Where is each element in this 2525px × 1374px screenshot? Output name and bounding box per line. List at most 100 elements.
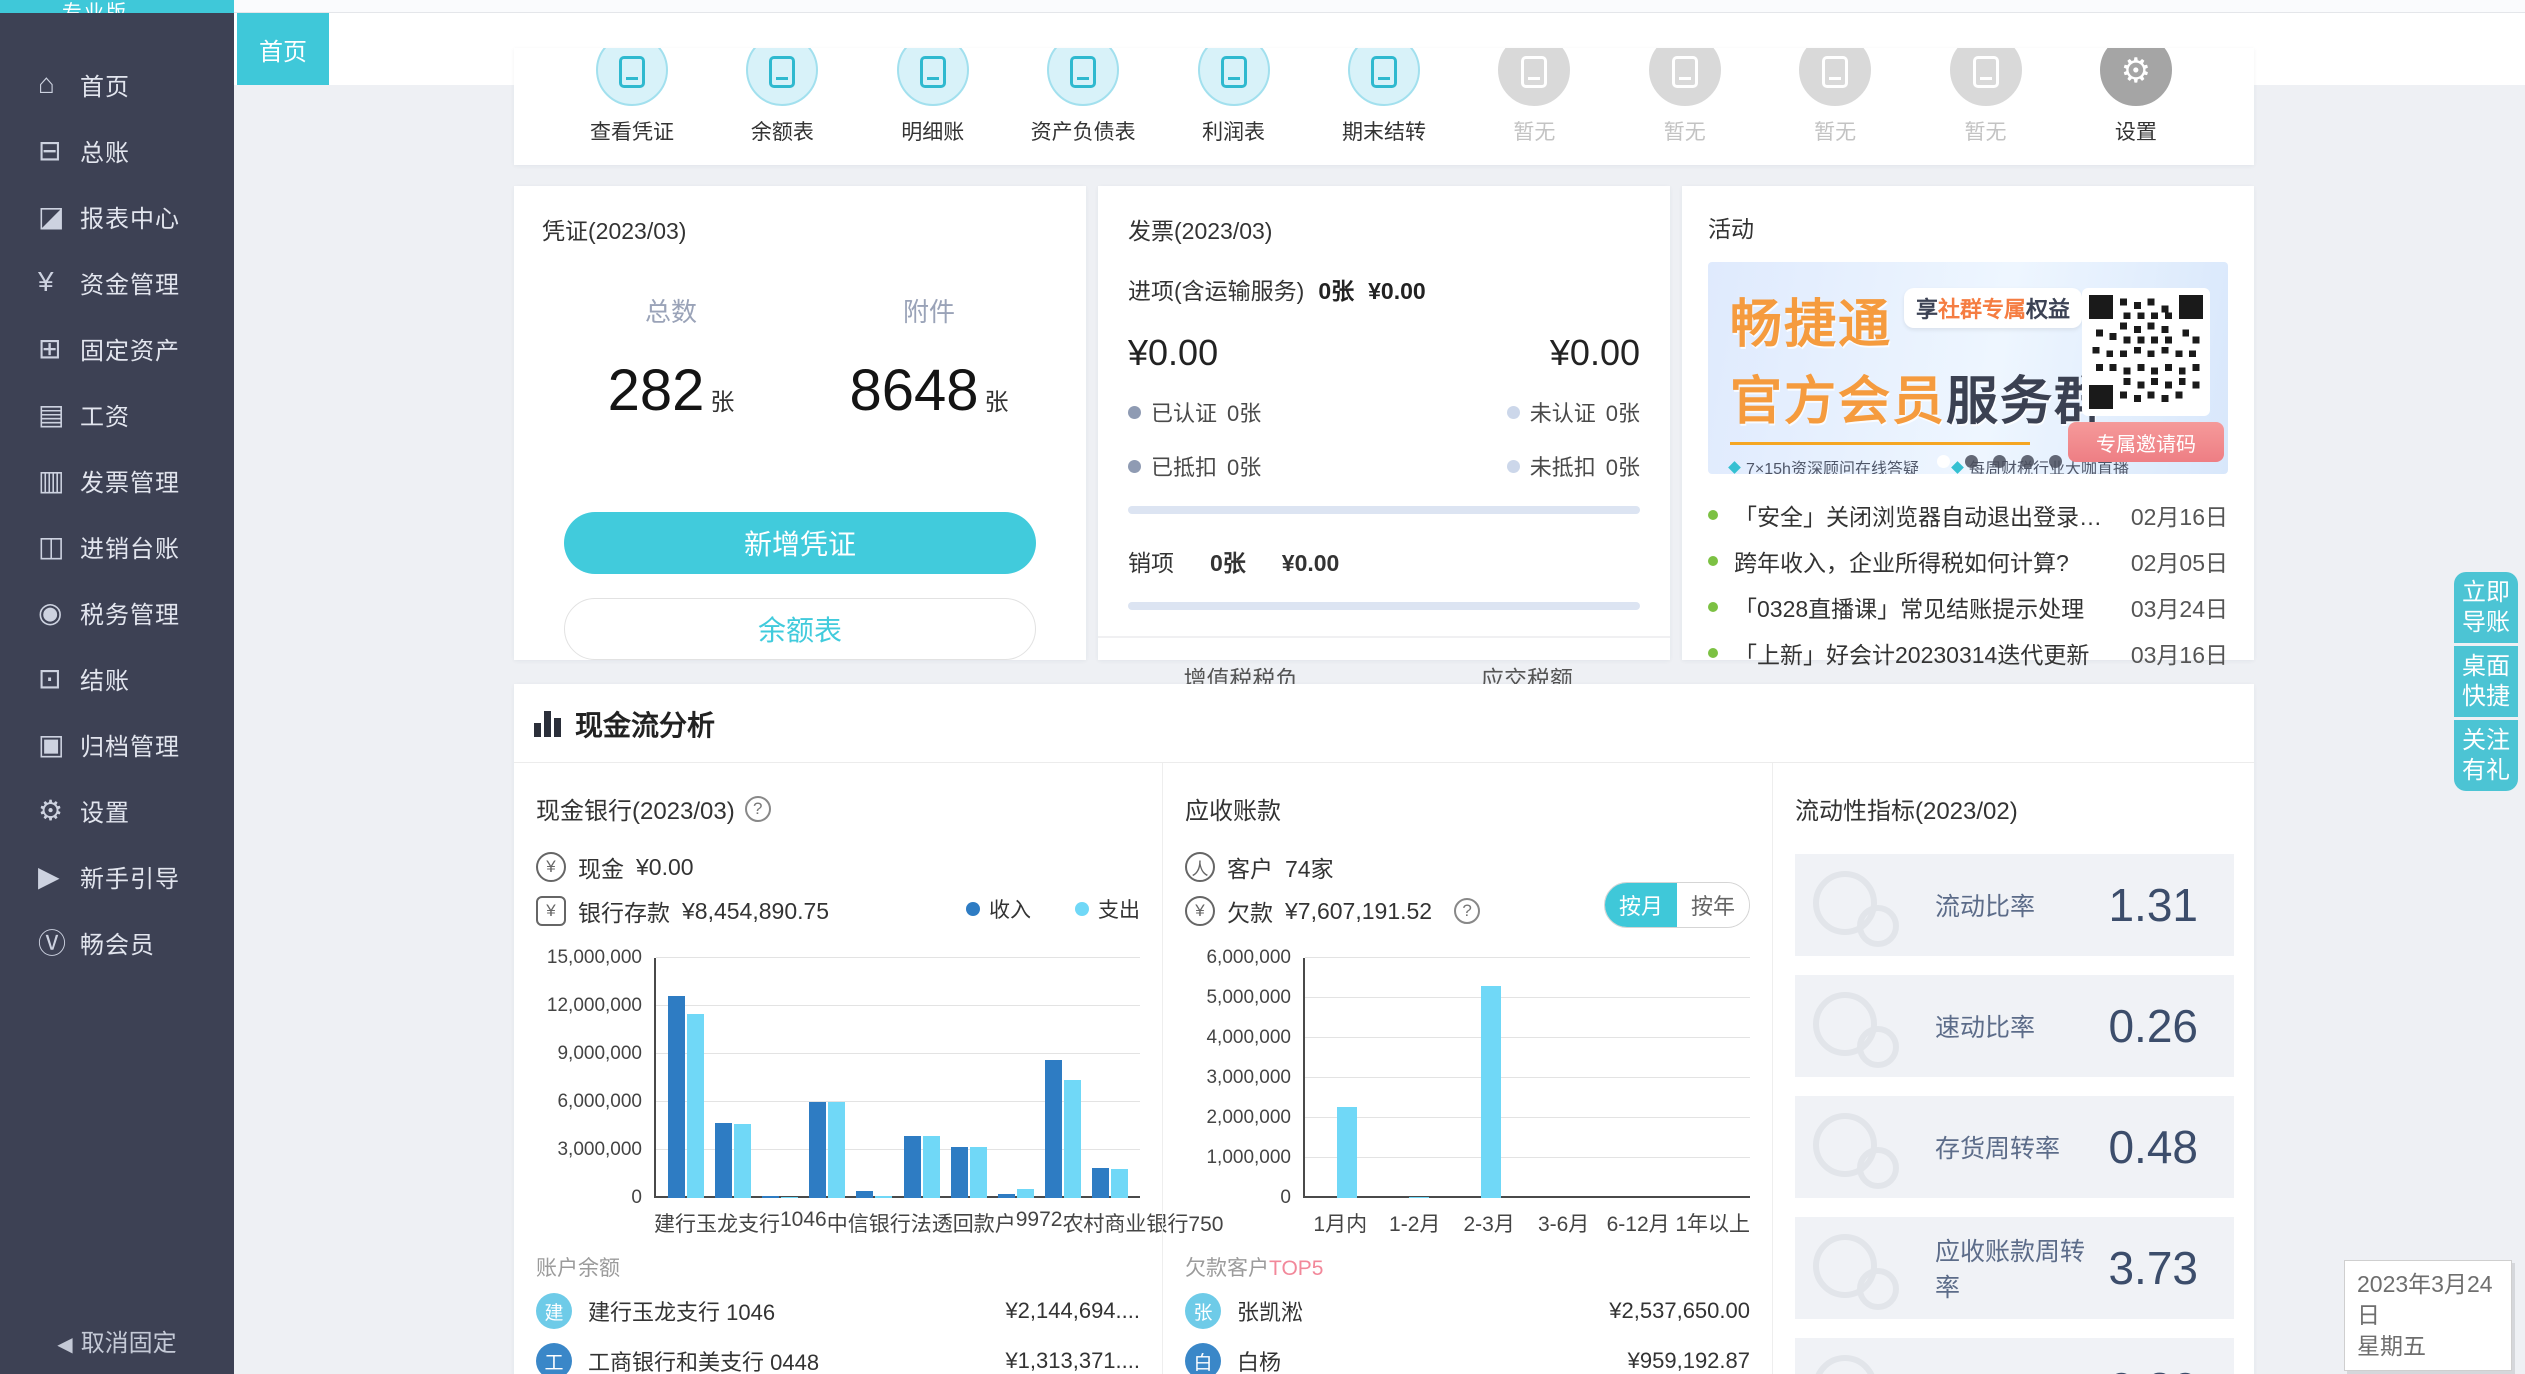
top-bar	[234, 0, 2525, 13]
banner-feature: 7×15h资深顾问在线答疑	[1728, 455, 1945, 474]
bank-avatar: 工	[536, 1343, 572, 1374]
archive-icon: ▣	[38, 728, 65, 760]
news-item[interactable]: 「上新」好会计20230314迭代更新 03月16日	[1708, 630, 2228, 676]
quick-item-view-voucher[interactable]: 查看凭证	[562, 48, 702, 165]
divider	[514, 762, 2254, 763]
bank-avatar: 建	[536, 1293, 572, 1329]
gridline	[656, 1149, 1140, 1150]
quick-item-income-statement[interactable]: 利润表	[1164, 48, 1304, 165]
money-bag-icon: ¥	[38, 266, 54, 297]
receivable-column: 应收账款 人客户 74家 ¥ 欠款 ¥7,607,191.52? 按月 按年 0 1,0…	[1162, 763, 1772, 1374]
y-axis: 0 1,000,000 2,000,000 3,000,000 4,000,000 5,0…	[1185, 947, 1303, 1208]
quick-item-period-end-closing[interactable]: 期末结转	[1314, 48, 1454, 165]
bar-支出	[686, 1014, 704, 1198]
bar-收入	[856, 1190, 874, 1198]
income-statement-icon	[1197, 48, 1270, 106]
desktop-shortcut-button[interactable]: 桌面快捷	[2454, 646, 2518, 717]
y-tick-label: 5,000,000	[1206, 987, 1291, 1008]
cash-value: ¥0.00	[636, 853, 694, 880]
current-ratio-icon	[1795, 865, 1935, 947]
y-axis: 0 3,000,000 6,000,000 9,000,000 12,000,000 15…	[536, 947, 654, 1208]
carousel-dot-active[interactable]	[1936, 455, 1950, 468]
quick-item-detail-ledger[interactable]: 明细账	[863, 48, 1003, 165]
carousel-dot[interactable]	[1992, 455, 2006, 468]
green-dot-icon	[1708, 556, 1718, 566]
carousel-dot[interactable]	[2048, 455, 2062, 468]
sidebar-item-home[interactable]: ⌂ 首页	[38, 68, 130, 101]
green-dot-icon	[1708, 648, 1718, 658]
quick-action-bar: 查看凭证 余额表 明细账 资产负债表 利润表 期末结转 暂无 暂无 暂无 暂无 …	[514, 48, 2254, 165]
sidebar-item-funds-management[interactable]: ¥ 资金管理	[38, 266, 180, 299]
sidebar-item-tax-management[interactable]: ◉ 税务管理	[38, 596, 180, 629]
banner-badge: 享社群专属权益	[1904, 288, 2083, 328]
gridline	[1305, 957, 1750, 958]
tooltip-date: 2023年3月24日	[2357, 1271, 2493, 1328]
bar	[1337, 1106, 1358, 1198]
cash-bank-title: 现金银行(2023/03)	[536, 798, 735, 825]
sidebar-item-settings[interactable]: ⚙ 设置	[38, 794, 130, 827]
x-tick-label: 3-6月	[1537, 1213, 1590, 1236]
receivable-turnover-icon	[1795, 1228, 1935, 1310]
quick-item-empty-2: 暂无	[1615, 48, 1755, 165]
sidebar-item-purchase-sales-ledger[interactable]: ◫ 进销台账	[38, 530, 180, 563]
quick-item-balance-sheet[interactable]: 资产负债表	[1013, 48, 1153, 165]
news-item[interactable]: 「安全」关闭浏览器自动退出登录状态 02月16日	[1708, 492, 2228, 538]
sidebar-item-report-center[interactable]: ◪ 报表中心	[38, 200, 180, 233]
carousel-dots[interactable]	[1936, 455, 2062, 468]
inventory-turnover-icon	[1795, 1107, 1935, 1189]
sidebar-item-payroll[interactable]: ▤ 工资	[38, 398, 130, 431]
y-tick-label: 6,000,000	[557, 1091, 642, 1112]
news-item[interactable]: 「0328直播课」常见结账提示处理 03月24日	[1708, 584, 2228, 630]
invoice-card: 发票(2023/03) 进项(含运输服务) 0张 ¥0.00 ¥0.00 ¥0.…	[1098, 186, 1670, 764]
x-tick-label: 1月内	[1313, 1213, 1368, 1236]
sidebar-item-archive-management[interactable]: ▣ 归档管理	[38, 728, 180, 761]
add-voucher-button[interactable]: 新增凭证	[564, 512, 1036, 574]
bar-slot	[1672, 958, 1744, 1198]
account-row[interactable]: 工 工商银行和美支行 0448 ¥1,313,371....	[536, 1340, 1140, 1374]
follow-gift-button[interactable]: 关注有礼	[2454, 720, 2518, 791]
gridline	[1305, 1037, 1750, 1039]
help-icon[interactable]: ?	[744, 795, 771, 822]
sidebar-item-fixed-assets[interactable]: ⊞ 固定资产	[38, 332, 180, 365]
y-tick-label: 6,000,000	[1206, 947, 1291, 968]
sidebar-item-beginner-guide[interactable]: ▶ 新手引导	[38, 860, 180, 893]
carousel-dot[interactable]	[1964, 455, 1978, 468]
balance-table-button[interactable]: 余额表	[564, 598, 1036, 660]
liquidity-row-inventory-turnover: 存货周转率 0.48	[1795, 1096, 2234, 1198]
x-tick-label: 农村商业银行750	[1062, 1213, 1224, 1236]
empty-slot-icon	[1949, 48, 2022, 106]
sidebar-item-closing[interactable]: ⊡ 结账	[38, 662, 130, 695]
y-tick-label: 0	[1280, 1187, 1291, 1208]
toggle-by-year[interactable]: 按年	[1677, 883, 1749, 927]
carousel-dot[interactable]	[2020, 455, 2034, 468]
quick-item-settings[interactable]: ⚙ 设置	[2066, 48, 2206, 165]
green-dot-icon	[1708, 602, 1718, 612]
import-now-button[interactable]: 立即导账	[2454, 572, 2518, 643]
tab-home[interactable]: 首页	[237, 13, 329, 85]
sidebar-item-general-ledger[interactable]: ⊟ 总账	[38, 134, 130, 167]
sidebar-item-invoice-management[interactable]: ▥ 发票管理	[38, 464, 180, 497]
promo-banner[interactable]: 畅捷通 享社群专属权益 官方会员服务群 7×15h资深顾问在线答疑 每周财税行业…	[1708, 262, 2228, 474]
account-row[interactable]: 建 建行玉龙支行 1046 ¥2,144,694....	[536, 1290, 1140, 1332]
unpin-sidebar-button[interactable]: ◀ 取消固定	[57, 1330, 177, 1357]
bar-支出	[1016, 1189, 1034, 1198]
liquidity-title: 流动性指标(2023/02)	[1795, 798, 2018, 825]
debtor-row[interactable]: 白 白杨 ¥959,192.87	[1185, 1340, 1750, 1374]
sidebar: ⌂ 首页 ⊟ 总账 ◪ 报表中心 ¥ 资金管理 ⊞ 固定资产 ▤ 工资 ▥ 发票管理 ◫ 进销台…	[0, 13, 234, 1374]
view-voucher-icon	[596, 48, 668, 106]
liquidity-row-receivable-turnover: 应收账款周转率 3.73	[1795, 1217, 2234, 1319]
account-balance-header: 账户余额	[536, 1257, 620, 1280]
sidebar-item-member[interactable]: Ⓥ 畅会员	[0, 909, 234, 975]
deducted-dot-icon	[1128, 459, 1141, 473]
voucher-attachment-stat: 附件 8648 张	[849, 297, 1009, 423]
report-icon: ◪	[38, 200, 65, 232]
bar	[1481, 986, 1502, 1198]
debtor-row[interactable]: 张 张凯淞 ¥2,537,650.00	[1185, 1290, 1750, 1332]
help-icon[interactable]: ?	[1454, 898, 1481, 924]
toggle-by-month[interactable]: 按月	[1605, 883, 1677, 927]
news-item[interactable]: 跨年收入，企业所得税如何计算? 02月05日	[1708, 538, 2228, 584]
gear-icon: ⚙	[38, 794, 64, 826]
invoice-card-title: 发票(2023/03)	[1128, 218, 1273, 244]
quick-item-balance-table[interactable]: 余额表	[712, 48, 852, 165]
